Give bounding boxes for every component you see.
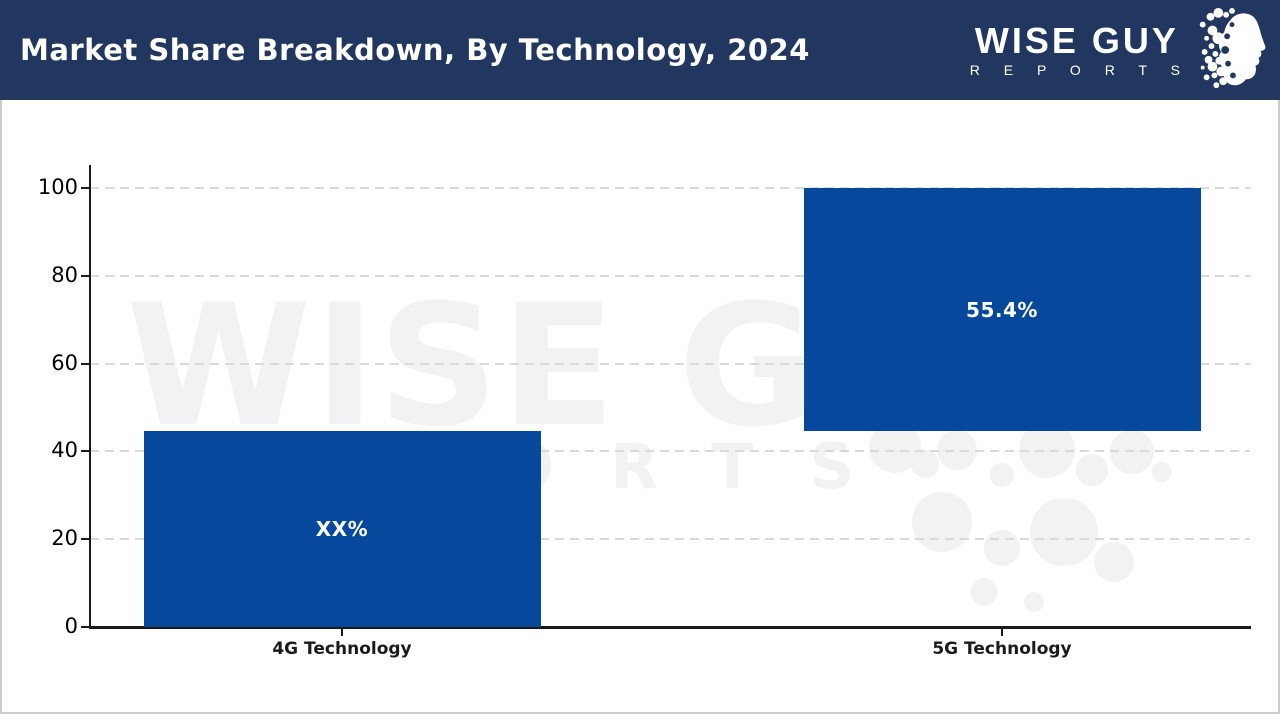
y-tick-mark [81,187,90,189]
y-tick-label: 20 [51,526,78,551]
bar-5g-technology: 55.4% [803,188,1201,432]
y-tick-label: 40 [51,438,78,463]
y-tick-mark [81,626,90,628]
dotted-head-icon [1199,7,1266,89]
gridline-80 [90,274,1250,277]
plot-region: WISE GUY REPORTS 0 20 40 60 80 100 XX% 4G Techn… [2,100,1278,712]
x-tick-mark [341,627,343,636]
gridline-20 [90,538,1250,541]
y-tick-label: 0 [64,614,78,638]
x-axis-category-label: 5G Technology [932,639,1072,659]
gridline-40 [90,450,1250,453]
y-tick-mark [81,362,90,365]
y-tick-label: 60 [51,350,78,375]
x-axis-spine [89,626,1251,629]
chart-canvas: WISE GUY REPORTS 0 20 40 60 80 100 XX% 4G Techn… [0,100,1280,714]
bar-value-label: XX% [315,517,369,542]
gridline-100 [90,187,1250,189]
x-tick-mark [1001,627,1003,636]
y-tick-mark [81,274,90,277]
bar-value-label: 55.4% [966,297,1038,322]
x-axis-category-label: 4G Technology [272,639,412,659]
y-tick-mark [81,450,90,453]
y-tick-label: 80 [51,262,78,287]
header: Market Share Breakdown, By Technology, 2… [0,0,1280,100]
brand-subtitle: R E P O R T S [969,61,1190,78]
brand-logo: WISE GUY R E P O R T S [964,0,1268,100]
page-title: Market Share Breakdown, By Technology, 2… [20,33,810,67]
bar-4g-technology: XX% [143,431,541,627]
gridline-60 [90,362,1250,365]
watermark-dots [869,421,1172,612]
y-tick-label: 100 [37,175,78,199]
brand-wordmark: WISE GUY R E P O R T S [964,22,1190,78]
brand-name: WISE GUY [974,20,1179,62]
y-tick-mark [81,538,90,541]
y-axis-spine [89,165,91,629]
